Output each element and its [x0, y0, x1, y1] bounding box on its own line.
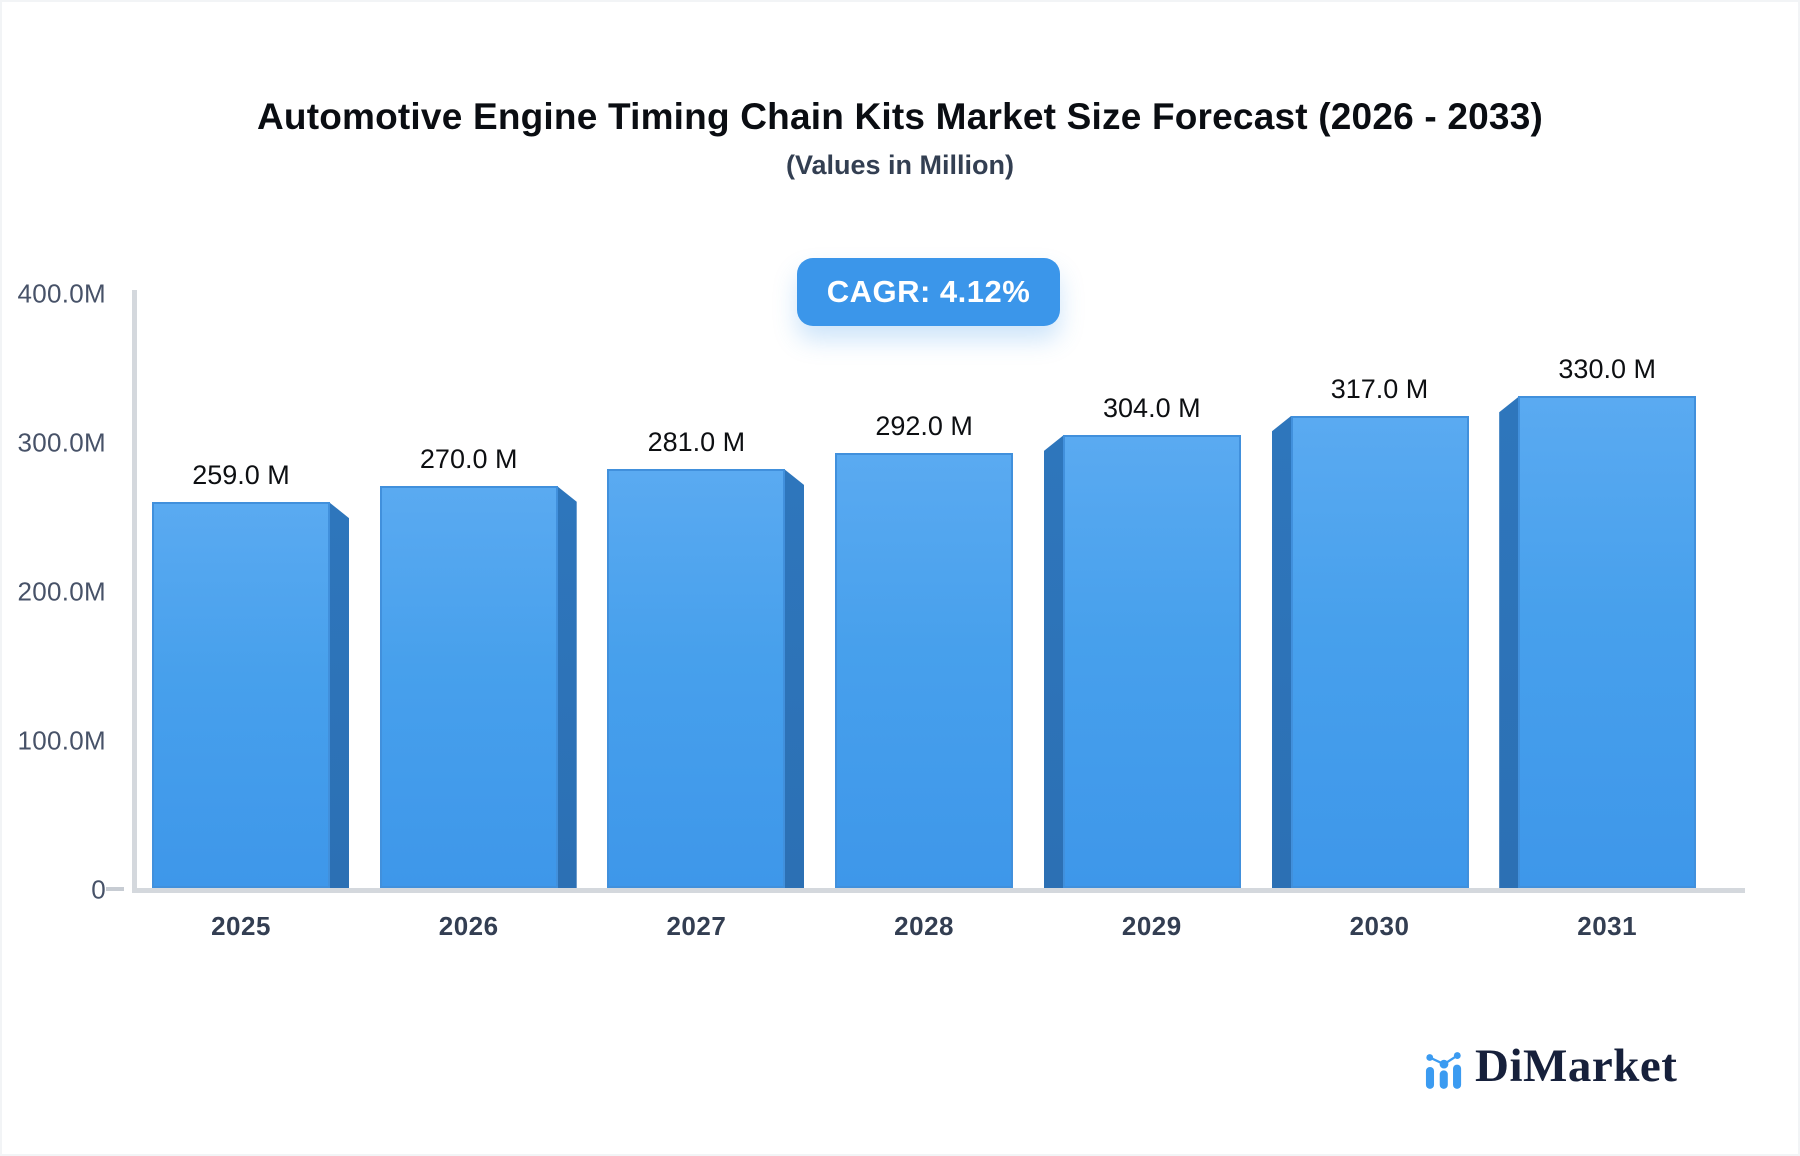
- bar-3d-side-2031: [1499, 396, 1520, 888]
- y-axis-label-200.0M: 200.0M: [17, 576, 106, 607]
- bar-2026: [379, 485, 558, 888]
- y-axis-label-400.0M: 400.0M: [17, 278, 106, 309]
- bar-2031: [1518, 396, 1697, 888]
- bar-2028: [835, 452, 1014, 888]
- bar-2027: [607, 469, 786, 888]
- cagr-badge: CAGR: 4.12%: [797, 258, 1060, 326]
- zero-tick-mark: [106, 887, 124, 891]
- bar-3d-side-2030: [1271, 415, 1292, 888]
- y-axis-label-300.0M: 300.0M: [17, 427, 106, 458]
- chart-subtitle: (Values in Million): [785, 150, 1015, 180]
- bar-2025: [152, 502, 330, 888]
- bar-3d-side-2026: [556, 485, 577, 888]
- y-axis-line: [132, 290, 137, 891]
- bar-value-label-2031: 330.0 M: [1558, 354, 1656, 385]
- y-axis-label-100.0M: 100.0M: [17, 725, 106, 756]
- bar-3d-side-2027: [784, 469, 805, 888]
- y-axis-label-0: 0: [91, 874, 106, 905]
- bar-3d-side-2025: [329, 502, 349, 888]
- bar-value-label-2026: 270.0 M: [419, 443, 518, 474]
- x-axis-label-2031: 2031: [1577, 911, 1638, 941]
- bar-3d-side-2029: [1043, 435, 1064, 888]
- cagr-badge-label: CAGR: 4.12%: [826, 274, 1031, 309]
- x-axis-label-2025: 2025: [211, 911, 271, 941]
- bar-2029: [1062, 435, 1241, 888]
- bar-value-label-2028: 292.0 M: [875, 410, 973, 441]
- bar-value-label-2027: 281.0 M: [647, 427, 746, 458]
- brand-logo: DiMarket: [1425, 1043, 1677, 1090]
- bar-value-label-2029: 304.0 M: [1103, 393, 1201, 424]
- brand-logo-text: DiMarket: [1475, 1040, 1678, 1092]
- chart-title: Automotive Engine Timing Chain Kits Mark…: [256, 96, 1544, 137]
- bar-value-label-2025: 259.0 M: [192, 460, 290, 491]
- bar-2030: [1290, 415, 1469, 888]
- x-axis-label-2027: 2027: [666, 911, 727, 941]
- x-axis-label-2026: 2026: [438, 911, 499, 941]
- x-axis-label-2028: 2028: [894, 911, 955, 941]
- x-axis-label-2030: 2030: [1349, 911, 1410, 941]
- x-axis-line: [132, 888, 1745, 893]
- bar-chart-logo-icon: [1425, 1052, 1462, 1089]
- x-axis-label-2029: 2029: [1121, 911, 1182, 941]
- bar-value-label-2030: 317.0 M: [1330, 373, 1429, 404]
